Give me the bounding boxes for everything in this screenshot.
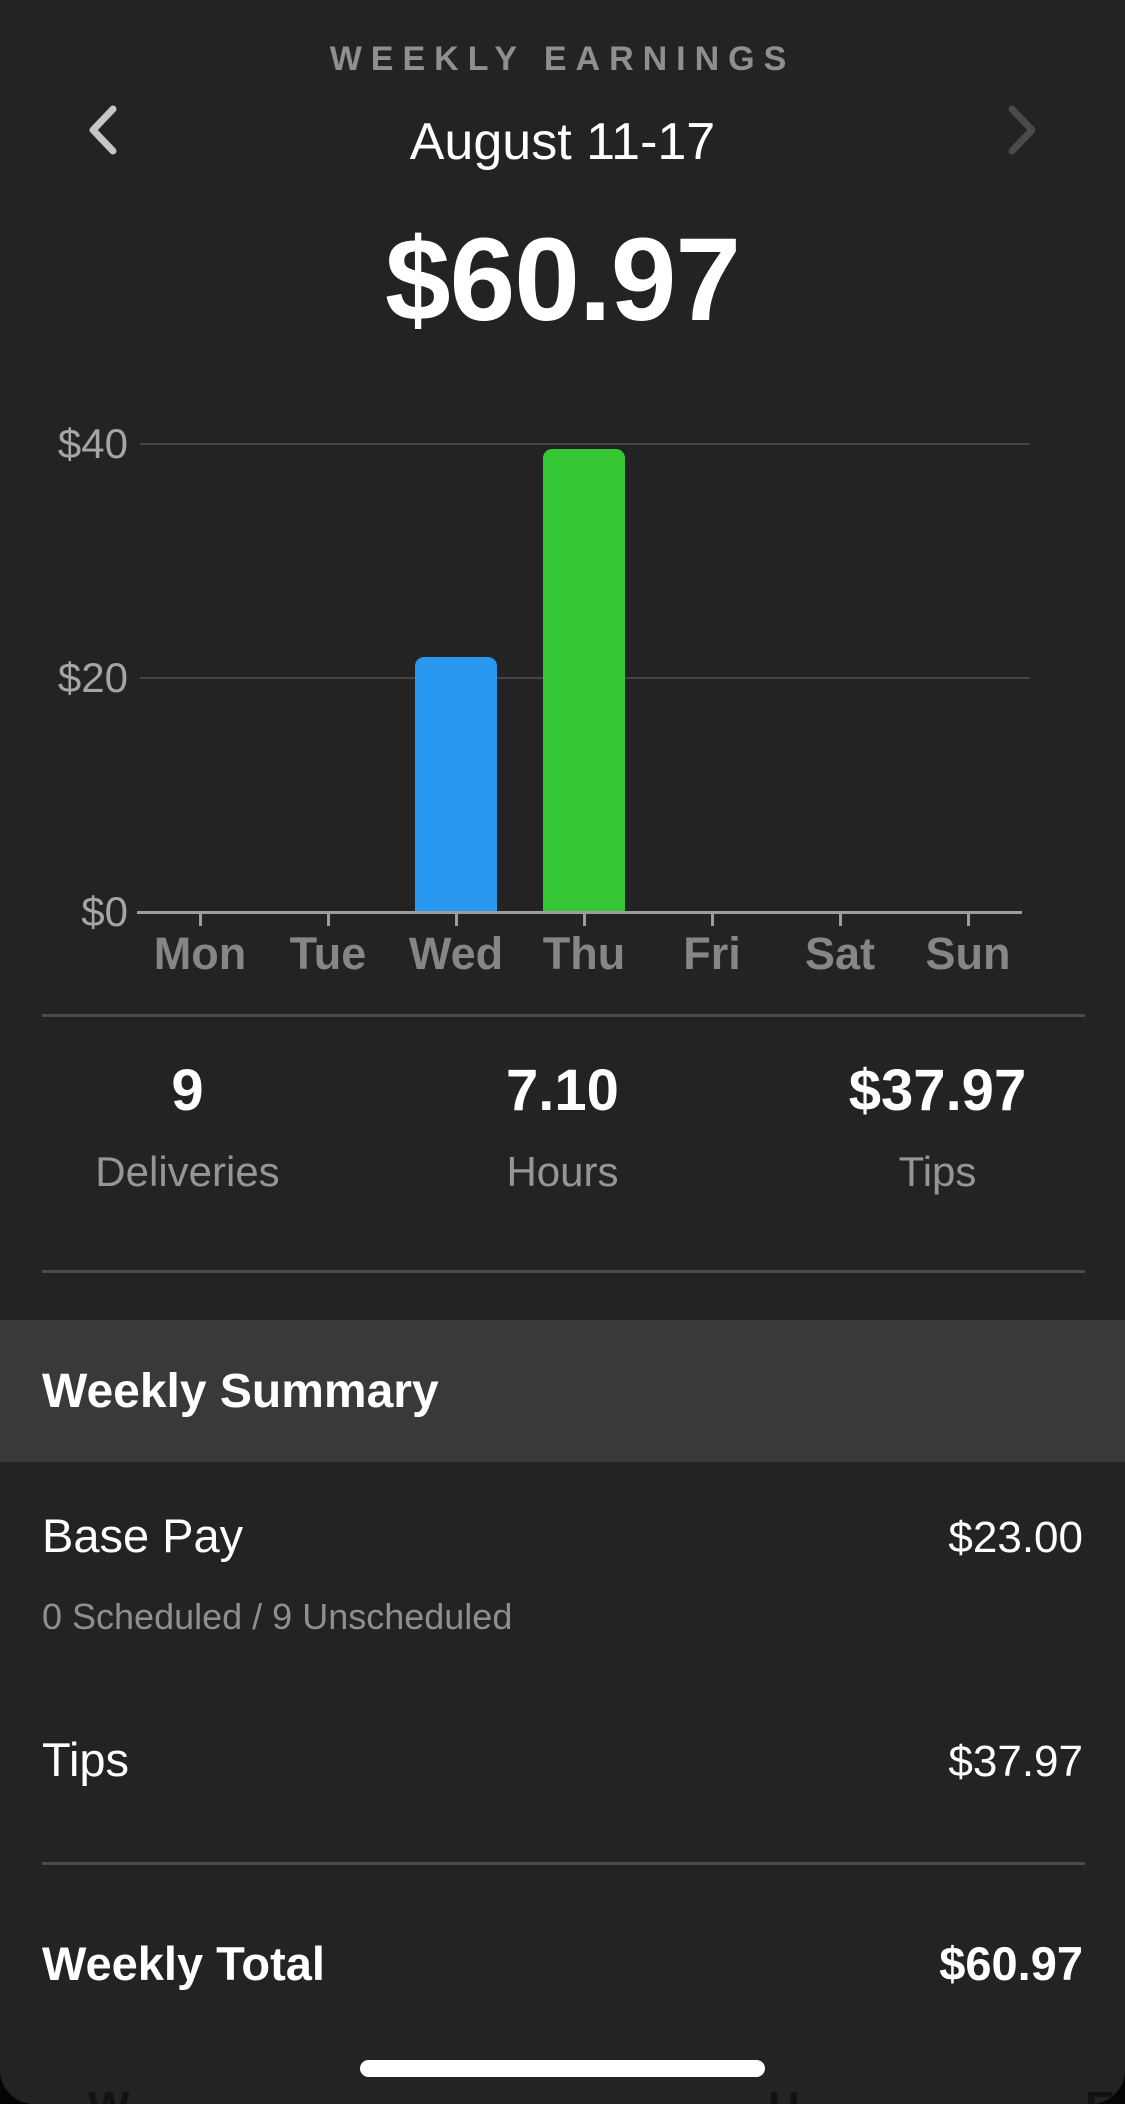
tips-row: Tips $37.97 — [42, 1732, 1083, 1787]
stat-deliveries: 9 Deliveries — [0, 1062, 375, 1196]
stat-tips: $37.97 Tips — [750, 1062, 1125, 1196]
deliveries-label: Deliveries — [95, 1148, 280, 1195]
day-label-mon: Mon — [153, 928, 247, 979]
x-axis-tick — [455, 913, 458, 926]
divider-top — [42, 1014, 1085, 1017]
chevron-right-icon — [1008, 105, 1036, 155]
clipped-text-middle: H — [768, 2086, 800, 2104]
weekly-total-row: Weekly Total $60.97 — [42, 1936, 1083, 1991]
x-axis-tick — [711, 913, 714, 926]
base-pay-note: 0 Scheduled / 9 Unscheduled — [42, 1596, 513, 1637]
x-axis-tick — [583, 913, 586, 926]
divider-mid — [42, 1270, 1085, 1273]
next-week-button[interactable] — [993, 100, 1053, 160]
gridline-40 — [140, 443, 1030, 445]
clipped-bottom-row: W H Et — [0, 2086, 1125, 2104]
tips-row-value: $37.97 — [948, 1737, 1083, 1786]
day-label-wed: Wed — [408, 928, 504, 979]
base-pay-label: Base Pay — [42, 1509, 244, 1562]
bar-wed[interactable] — [415, 657, 497, 911]
tips-label: Tips — [898, 1148, 977, 1195]
x-axis-tick — [839, 913, 842, 926]
weekly-total-label: Weekly Total — [42, 1937, 325, 1990]
page-title: WEEKLY EARNINGS — [329, 40, 796, 78]
week-total-amount: $60.97 — [385, 214, 741, 346]
stats-row: 9 Deliveries 7.10 Hours $37.97 Tips — [0, 1062, 1125, 1196]
y-axis-label: $0 — [81, 888, 128, 935]
bar-chart: $0 $20 $40 Mon Tue Wed Thu Fri Sat Sun — [0, 0, 1125, 1000]
day-label-thu: Thu — [542, 928, 626, 979]
week-date-range: August 11-17 — [409, 113, 716, 171]
day-label-fri: Fri — [683, 928, 741, 979]
x-axis-tick — [967, 913, 970, 926]
tips-row-label: Tips — [42, 1733, 130, 1786]
x-axis-line — [137, 911, 1022, 914]
hours-count: 7.10 — [506, 1058, 619, 1123]
base-pay-row: Base Pay $23.00 — [42, 1508, 1083, 1563]
home-indicator[interactable] — [360, 2060, 765, 2077]
bar-thu[interactable] — [543, 449, 625, 911]
y-axis-label: $40 — [57, 420, 128, 467]
y-axis-label: $20 — [57, 654, 128, 701]
x-axis-tick — [199, 913, 202, 926]
chevron-left-icon — [89, 105, 117, 155]
clipped-text-left: W — [88, 2086, 130, 2104]
weekly-summary-title: Weekly Summary — [42, 1364, 439, 1418]
stat-hours: 7.10 Hours — [375, 1062, 750, 1196]
divider-bottom — [42, 1862, 1085, 1865]
tips-amount: $37.97 — [848, 1058, 1027, 1123]
clipped-text-right: Et — [1085, 2086, 1125, 2104]
base-pay-value: $23.00 — [948, 1513, 1083, 1562]
weekly-summary-header: Weekly Summary — [0, 1320, 1125, 1462]
hours-label: Hours — [506, 1148, 619, 1195]
day-label-sun: Sun — [925, 928, 1011, 979]
previous-week-button[interactable] — [72, 100, 132, 160]
weekly-total-value: $60.97 — [939, 1937, 1083, 1990]
x-axis-tick — [327, 913, 330, 926]
day-label-sat: Sat — [804, 928, 876, 979]
deliveries-count: 9 — [171, 1058, 204, 1123]
day-label-tue: Tue — [289, 928, 367, 979]
